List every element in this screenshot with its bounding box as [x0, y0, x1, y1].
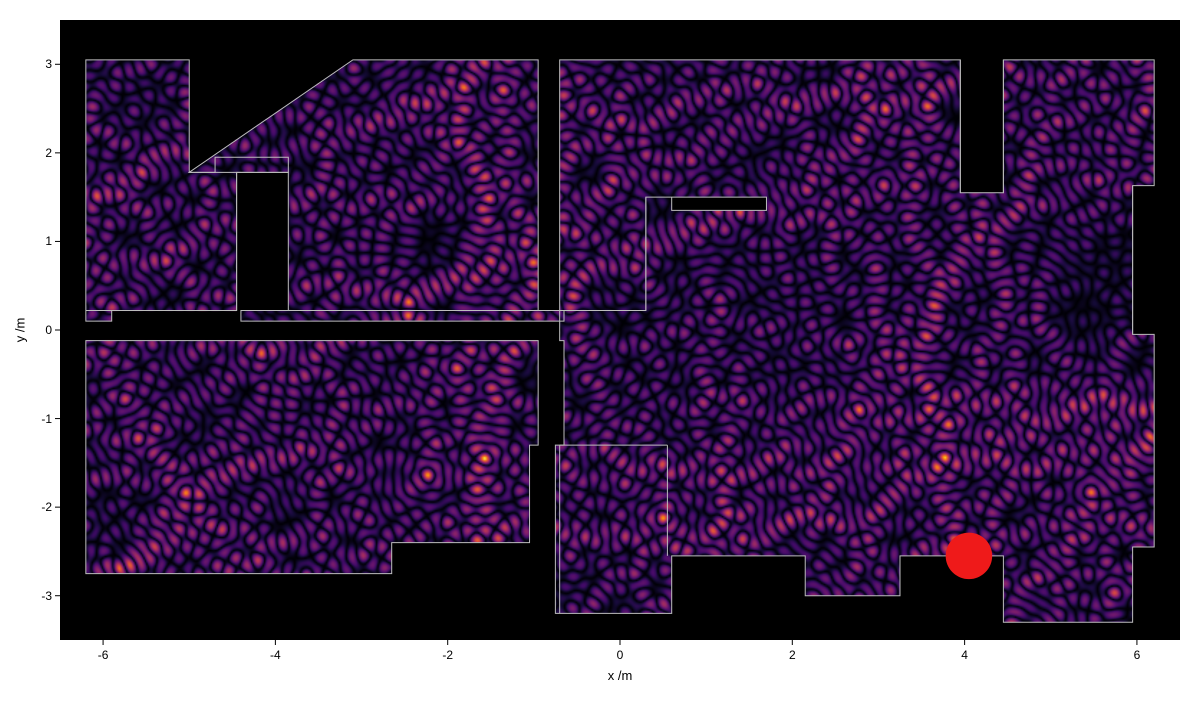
y-tick-label: 3: [12, 57, 52, 71]
x-tick-label: -2: [442, 648, 453, 662]
x-tick-label: -6: [98, 648, 109, 662]
x-tick-label: -4: [270, 648, 281, 662]
x-axis-label: x /m: [608, 668, 633, 683]
x-tick-label: 0: [617, 648, 624, 662]
y-tick-label: -2: [12, 500, 52, 514]
y-axis-label: y /m: [13, 318, 28, 343]
y-tick-label: -3: [12, 589, 52, 603]
plot-area: [60, 20, 1180, 640]
y-tick-label: 1: [12, 234, 52, 248]
x-tick-label: 4: [961, 648, 968, 662]
field-heatmap-canvas: [60, 20, 1180, 640]
y-tick-label: 2: [12, 146, 52, 160]
x-tick-label: 6: [1134, 648, 1141, 662]
y-tick-label: -1: [12, 412, 52, 426]
x-tick-label: 2: [789, 648, 796, 662]
figure-container: -6-4-20246 -3-2-10123 x /m y /m: [0, 0, 1200, 701]
